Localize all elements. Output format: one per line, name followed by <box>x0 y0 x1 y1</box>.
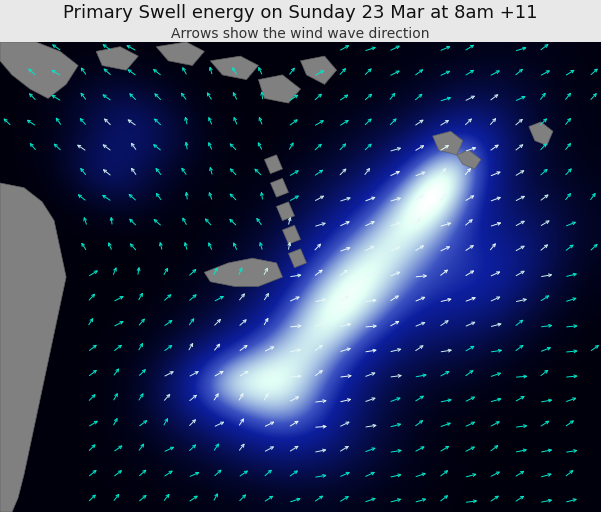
Polygon shape <box>156 42 204 66</box>
Polygon shape <box>204 258 282 286</box>
Polygon shape <box>288 249 307 268</box>
Polygon shape <box>529 122 553 145</box>
Text: Arrows show the wind wave direction: Arrows show the wind wave direction <box>171 28 430 41</box>
Polygon shape <box>457 150 481 169</box>
Polygon shape <box>0 42 78 98</box>
Polygon shape <box>96 47 138 70</box>
Polygon shape <box>282 225 300 244</box>
Polygon shape <box>0 183 66 512</box>
Polygon shape <box>210 56 258 79</box>
Polygon shape <box>264 155 282 174</box>
Polygon shape <box>258 75 300 103</box>
Polygon shape <box>300 56 337 84</box>
Polygon shape <box>270 178 288 197</box>
Polygon shape <box>433 131 463 155</box>
Text: Primary Swell energy on Sunday 23 Mar at 8am +11: Primary Swell energy on Sunday 23 Mar at… <box>63 5 538 23</box>
Polygon shape <box>276 202 294 221</box>
